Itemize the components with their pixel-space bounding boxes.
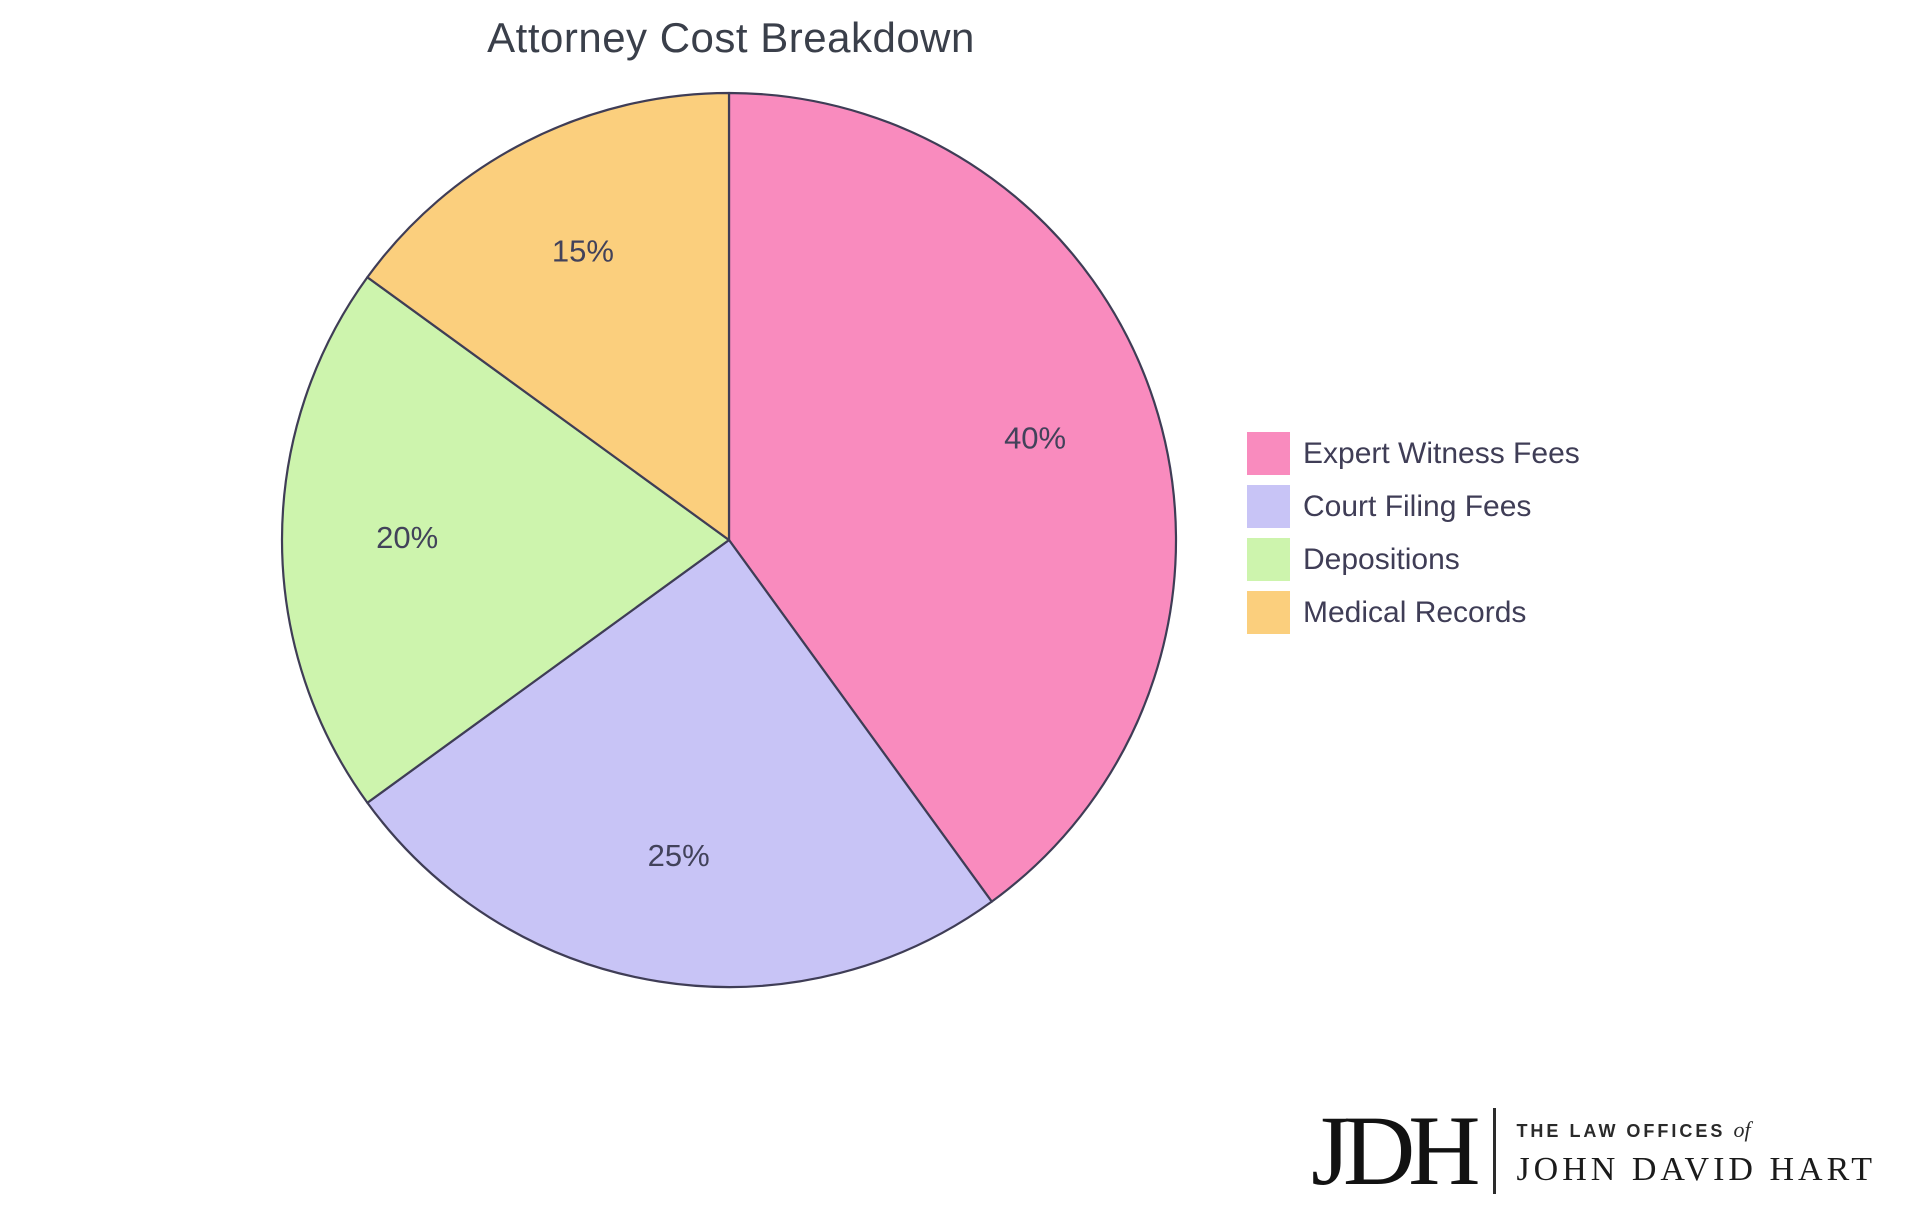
brand-firm-name: JOHN DAVID HART bbox=[1516, 1151, 1876, 1188]
legend-item-court-filing-fees: Court Filing Fees bbox=[1247, 485, 1580, 528]
pie-slice-label-2: 20% bbox=[376, 520, 438, 555]
legend-swatch-1 bbox=[1247, 485, 1290, 528]
chart-title: Attorney Cost Breakdown bbox=[487, 14, 975, 61]
pie-slice-3 bbox=[366, 91, 731, 542]
legend-swatch-3 bbox=[1247, 591, 1290, 634]
brand-logo: JDH THE LAW OFFICES of JOHN DAVID HART bbox=[1311, 1095, 1876, 1206]
tagline-prefix: THE LAW OFFICES bbox=[1516, 1121, 1726, 1141]
legend-item-depositions: Depositions bbox=[1247, 538, 1580, 581]
pie-slice-label-3: 15% bbox=[552, 233, 614, 268]
legend-item-expert-witness-fees: Expert Witness Fees bbox=[1247, 432, 1580, 475]
pie-slice-0 bbox=[727, 91, 1178, 903]
pie-slice-1 bbox=[366, 538, 993, 989]
brand-tagline: THE LAW OFFICES of bbox=[1516, 1117, 1876, 1143]
legend-swatch-2 bbox=[1247, 538, 1290, 581]
brand-monogram: JDH bbox=[1311, 1095, 1480, 1206]
pie-slice-label-0: 40% bbox=[1004, 421, 1066, 456]
legend-label-3: Medical Records bbox=[1303, 595, 1527, 629]
legend-label-0: Expert Witness Fees bbox=[1303, 436, 1580, 470]
pie-slice-2 bbox=[280, 276, 731, 804]
legend-swatch-0 bbox=[1247, 432, 1290, 475]
legend-label-1: Court Filing Fees bbox=[1303, 489, 1532, 523]
legend-label-2: Depositions bbox=[1303, 542, 1460, 576]
legend-item-medical-records: Medical Records bbox=[1247, 591, 1580, 634]
pie-slice-label-1: 25% bbox=[648, 838, 710, 873]
brand-divider bbox=[1493, 1108, 1497, 1194]
chart-legend: Expert Witness Fees Court Filing Fees Depo… bbox=[1247, 432, 1580, 634]
brand-text: THE LAW OFFICES of JOHN DAVID HART bbox=[1516, 1113, 1876, 1189]
tagline-of: of bbox=[1733, 1117, 1751, 1142]
